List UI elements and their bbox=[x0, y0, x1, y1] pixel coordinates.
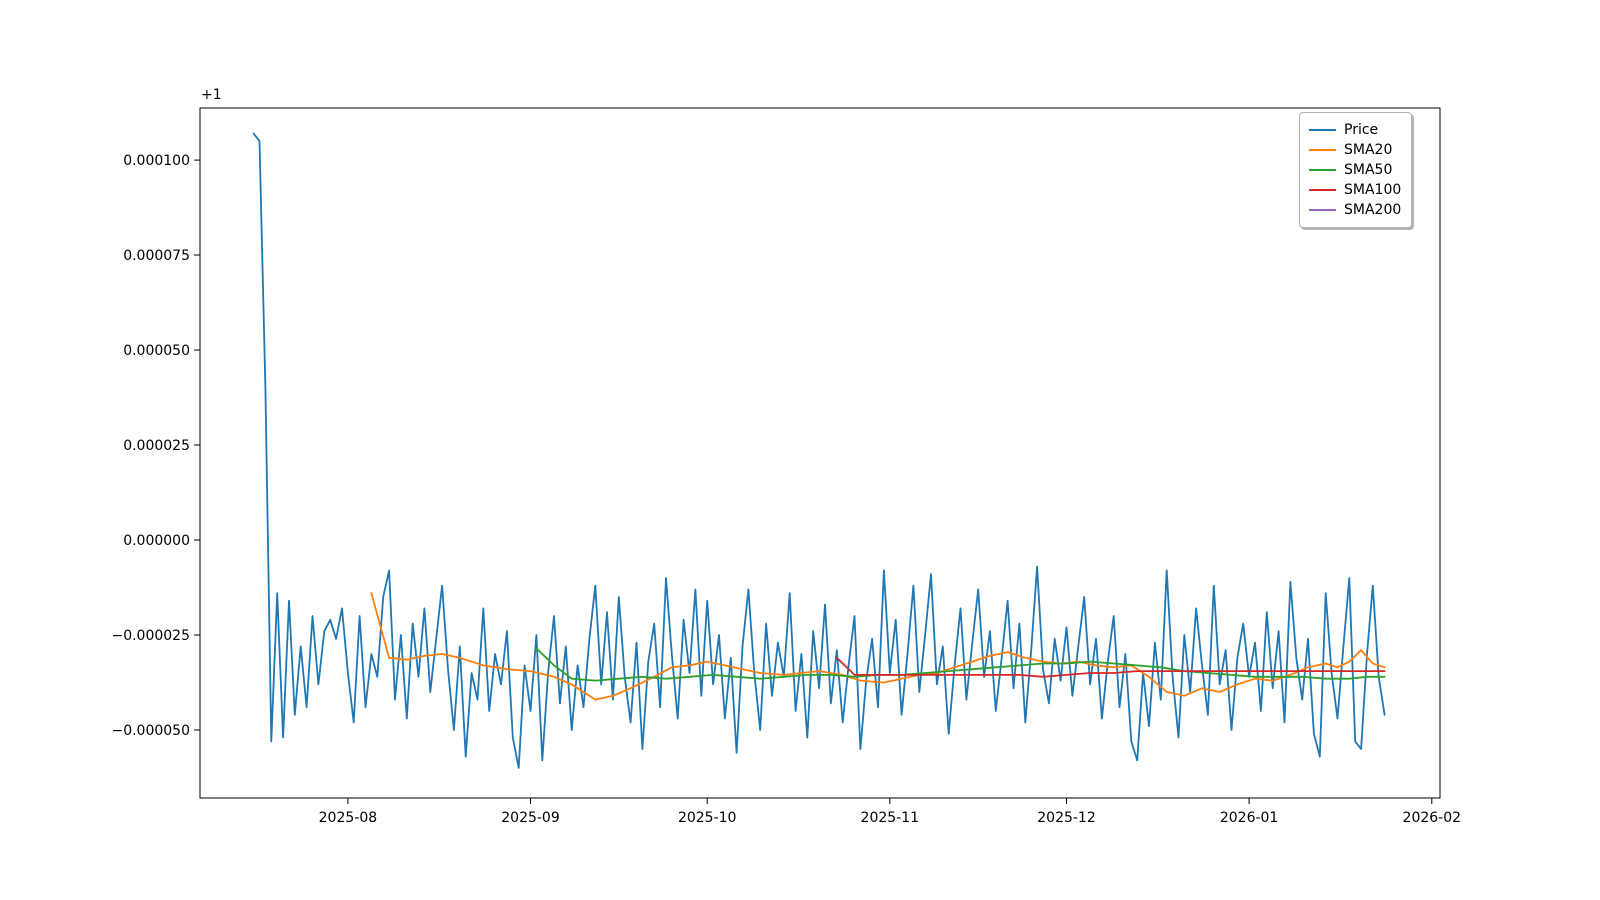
legend-item-sma200: SMA200 bbox=[1309, 200, 1401, 220]
y-tick-label: 0.000050 bbox=[123, 343, 190, 359]
y-tick-label: 0.000075 bbox=[123, 248, 190, 264]
legend-label: SMA50 bbox=[1344, 162, 1393, 178]
x-tick-label: 2025-12 bbox=[1037, 810, 1096, 826]
legend: Price SMA20 SMA50 SMA100 SMA200 bbox=[1299, 112, 1413, 228]
series-line-sma100 bbox=[835, 656, 1386, 678]
legend-item-sma100: SMA100 bbox=[1309, 180, 1401, 200]
legend-label: Price bbox=[1344, 122, 1379, 138]
x-tick-label: 2026-01 bbox=[1220, 810, 1279, 826]
y-tick-label: 0.000025 bbox=[123, 438, 190, 454]
x-tick-label: 2026-02 bbox=[1403, 810, 1462, 826]
series-line-price bbox=[252, 132, 1386, 769]
legend-item-sma20: SMA20 bbox=[1309, 140, 1401, 160]
legend-label: SMA20 bbox=[1344, 142, 1393, 158]
legend-label: SMA100 bbox=[1344, 182, 1402, 198]
legend-line-swatch bbox=[1309, 149, 1336, 151]
y-tick-label: −0.000050 bbox=[111, 723, 190, 739]
legend-line-swatch bbox=[1309, 169, 1336, 171]
x-tick-label: 2025-09 bbox=[501, 810, 560, 826]
legend-line-swatch bbox=[1309, 209, 1336, 211]
legend-item-price: Price bbox=[1309, 120, 1401, 140]
legend-line-swatch bbox=[1309, 129, 1336, 131]
y-tick-label: −0.000025 bbox=[111, 628, 190, 644]
x-tick-label: 2025-10 bbox=[678, 810, 737, 826]
series-line-sma50 bbox=[535, 647, 1386, 682]
legend-label: SMA200 bbox=[1344, 202, 1402, 218]
y-tick-label: 0.000000 bbox=[123, 533, 190, 549]
x-tick-label: 2025-11 bbox=[861, 810, 920, 826]
plot-border bbox=[199, 107, 1441, 799]
legend-line-swatch bbox=[1309, 189, 1336, 191]
y-axis-offset-label: +1 bbox=[201, 87, 222, 103]
x-tick-label: 2025-08 bbox=[319, 810, 378, 826]
y-tick-label: 0.000100 bbox=[123, 153, 190, 169]
legend-item-sma50: SMA50 bbox=[1309, 160, 1401, 180]
